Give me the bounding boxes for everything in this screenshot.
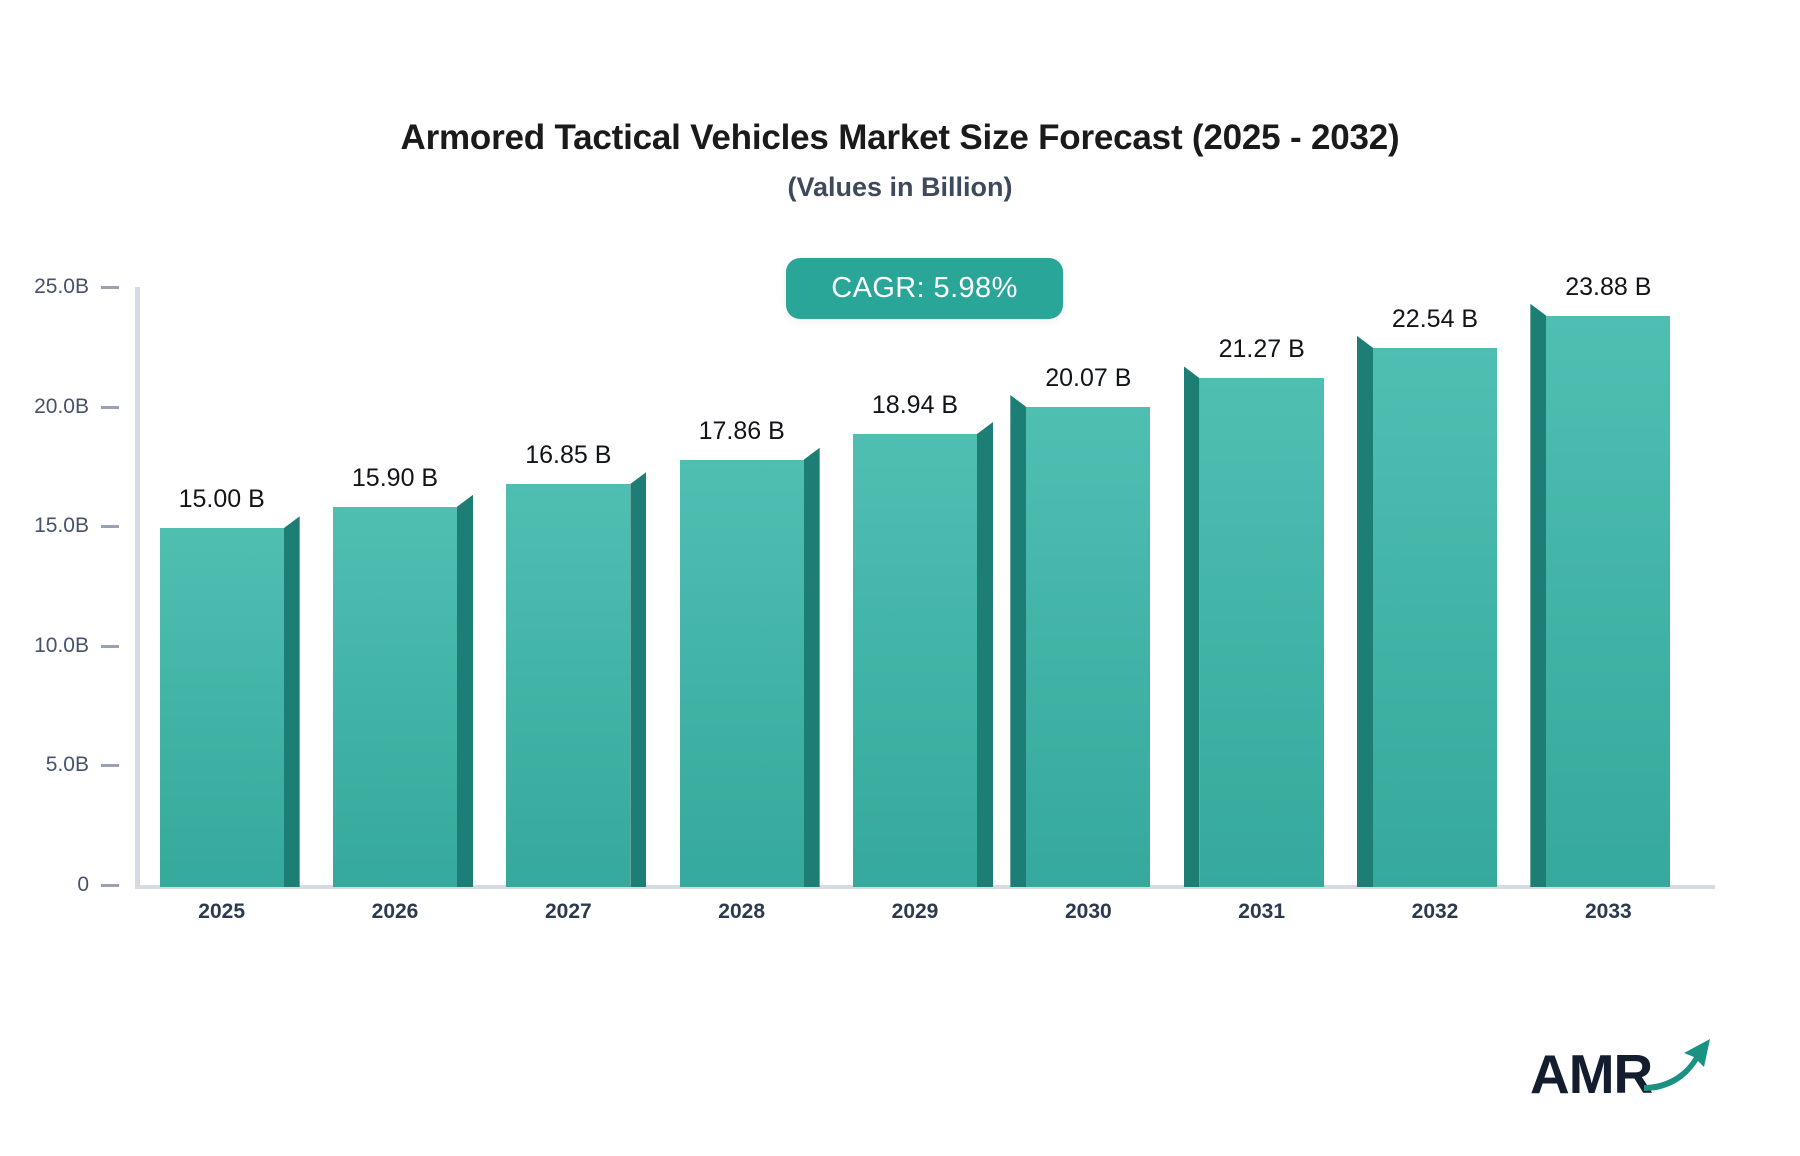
bar-value-label: 22.54 B xyxy=(1391,304,1479,333)
bar-value-label: 20.07 B xyxy=(1045,363,1132,392)
x-axis-baseline xyxy=(135,885,1715,889)
x-axis-label-2027: 2027 xyxy=(544,900,592,923)
x-axis-label-2033: 2033 xyxy=(1584,900,1632,923)
bar-front-face xyxy=(506,483,631,887)
y-axis-tick-label: 15.0B xyxy=(34,514,89,538)
x-axis-label-2029: 2029 xyxy=(891,900,939,923)
bar-front-face xyxy=(333,506,457,887)
y-axis-tick-label: 10.0B xyxy=(34,633,89,657)
bar-value-label: 16.85 B xyxy=(525,440,612,469)
y-axis-tick-label: 0 xyxy=(77,873,89,896)
bar-side-face xyxy=(457,494,473,887)
cagr-badge: CAGR: 5.98% xyxy=(786,258,1063,319)
bar-front-face xyxy=(679,459,804,887)
bar-front-face xyxy=(853,433,977,887)
bar-front-face xyxy=(159,528,284,887)
bar-2029[interactable]: 18.94 B xyxy=(853,391,993,887)
x-axis-label-2028: 2028 xyxy=(718,900,766,923)
bar-body xyxy=(1183,366,1324,887)
x-axis-label-2030: 2030 xyxy=(1064,900,1112,923)
bar-body xyxy=(159,516,300,887)
bar-front-face xyxy=(1199,378,1324,887)
bar-side-face xyxy=(630,471,647,887)
y-axis-tick-mark xyxy=(101,525,119,529)
y-axis-tick-mark xyxy=(101,764,119,768)
y-axis-tick-mark xyxy=(101,405,119,409)
growth-arrow-icon xyxy=(1642,1035,1714,1098)
bar-body xyxy=(1530,303,1671,887)
bar-value-label: 15.00 B xyxy=(178,485,265,514)
bar-side-face xyxy=(1010,394,1027,887)
bar-front-face xyxy=(1546,315,1671,887)
bar-2025[interactable]: 15.00 B xyxy=(159,485,300,887)
y-axis-tick-label: 20.0B xyxy=(34,394,89,418)
bar-body xyxy=(333,494,473,887)
chart-subtitle: (Values in Billion) xyxy=(787,172,1013,202)
bar-body xyxy=(679,447,820,887)
bar-2033[interactable]: 23.88 B xyxy=(1530,273,1671,887)
bar-2028[interactable]: 17.86 B xyxy=(679,417,820,887)
amr-logo: AMR xyxy=(1530,1035,1714,1102)
bar-2032[interactable]: 22.54 B xyxy=(1357,305,1497,887)
bar-2031[interactable]: 21.27 B xyxy=(1183,335,1324,887)
y-axis-tick-mark xyxy=(101,644,119,648)
x-axis-label-2032: 2032 xyxy=(1411,900,1459,923)
bar-value-label: 21.27 B xyxy=(1218,335,1305,364)
bar-value-label: 17.86 B xyxy=(698,416,785,445)
bar-side-face xyxy=(1530,303,1547,887)
bar-body xyxy=(853,421,993,887)
bar-value-label: 15.90 B xyxy=(351,463,439,492)
y-axis-tick-mark xyxy=(101,884,119,887)
chart-title: Armored Tactical Vehicles Market Size Fo… xyxy=(400,118,1400,157)
bar-side-face xyxy=(977,421,993,887)
logo-wordmark: AMR xyxy=(1530,1043,1653,1105)
bar-front-face xyxy=(1026,406,1151,887)
bar-2026[interactable]: 15.90 B xyxy=(333,464,473,887)
bar-value-label: 18.94 B xyxy=(871,390,959,419)
plot-area: 15.00 B 15.90 B 16.85 B 17.86 B 18.94 B 20.07… xyxy=(135,273,1695,887)
bar-2030[interactable]: 20.07 B xyxy=(1010,364,1151,887)
bar-side-face xyxy=(803,447,820,887)
x-axis-label-2031: 2031 xyxy=(1238,900,1286,923)
bar-side-face xyxy=(1357,335,1373,887)
y-axis-tick-label: 25.0B xyxy=(34,275,89,298)
bar-front-face xyxy=(1373,347,1497,887)
bar-value-label: 23.88 B xyxy=(1565,272,1652,301)
y-axis-spine xyxy=(135,287,140,887)
bar-side-face xyxy=(1183,366,1200,887)
y-axis-tick-label: 5.0B xyxy=(45,753,89,777)
bar-body xyxy=(1010,394,1151,887)
bar-side-face xyxy=(283,516,300,887)
bar-body xyxy=(506,471,647,887)
x-axis-label-2026: 2026 xyxy=(371,900,419,923)
bar-2027[interactable]: 16.85 B xyxy=(506,441,647,887)
y-axis-tick-mark xyxy=(101,286,119,289)
x-axis-label-2025: 2025 xyxy=(198,900,246,923)
bar-body xyxy=(1357,335,1497,887)
